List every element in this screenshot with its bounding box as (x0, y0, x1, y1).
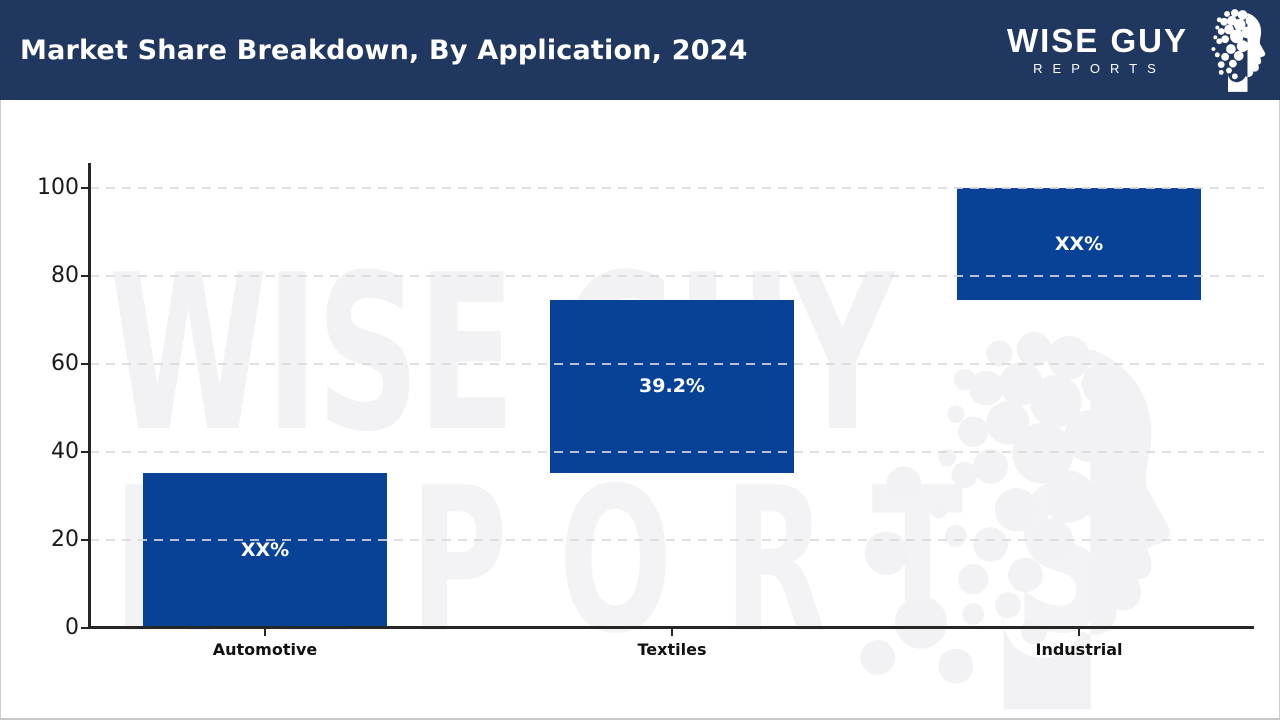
x-tick-label-industrial: Industrial (1035, 640, 1123, 659)
logo-wordmark: WISE GUY (1006, 22, 1188, 59)
logo-subtext: REPORTS (1033, 61, 1166, 76)
header: Market Share Breakdown, By Application, … (0, 0, 1280, 100)
wise-guy-reports-logo: WISE GUY REPORTS (1007, 8, 1266, 92)
y-tick-40 (81, 451, 88, 453)
y-tick-label-60: 60 (51, 351, 79, 376)
bar-value-label: XX% (1054, 233, 1104, 256)
x-tick-textiles (671, 629, 673, 636)
bars-layer: XX% 39.2% XX% (1, 100, 1279, 718)
y-tick-60 (81, 363, 88, 365)
y-tick-label-80: 80 (51, 263, 79, 288)
logo-text: WISE GUY REPORTS (1007, 24, 1188, 76)
bar-value-label: 39.2% (639, 375, 705, 398)
bar-automotive: XX% (143, 472, 387, 628)
x-axis-line (90, 626, 1254, 629)
y-axis-line (88, 163, 91, 629)
bar-industrial: XX% (957, 188, 1201, 301)
x-tick-automotive (264, 629, 266, 636)
chart-canvas: WISE GUY REPORTS XX% 39. (0, 100, 1280, 720)
y-tick-label-40: 40 (51, 439, 79, 464)
x-tick-label-automotive: Automotive (212, 640, 318, 659)
logo-head-icon (1211, 9, 1266, 92)
y-tick-100 (81, 187, 88, 189)
bar-value-label: XX% (240, 539, 290, 562)
y-tick-0 (81, 627, 88, 629)
watermark-head-icon (860, 331, 1170, 710)
page-title: Market Share Breakdown, By Application, … (20, 34, 748, 66)
plot-area: WISE GUY REPORTS XX% 39. (1, 100, 1279, 718)
y-tick-label-100: 100 (37, 175, 79, 200)
y-tick-label-0: 0 (65, 615, 79, 640)
y-tick-80 (81, 275, 88, 277)
y-tick-label-20: 20 (51, 527, 79, 552)
axis-layer: 0 20 40 60 80 100 Automotive Textiles Industrial (1, 100, 1279, 718)
x-tick-label-textiles: Textiles (637, 640, 707, 659)
bar-textiles: 39.2% (550, 300, 794, 473)
x-tick-industrial (1078, 629, 1080, 636)
y-tick-20 (81, 539, 88, 541)
